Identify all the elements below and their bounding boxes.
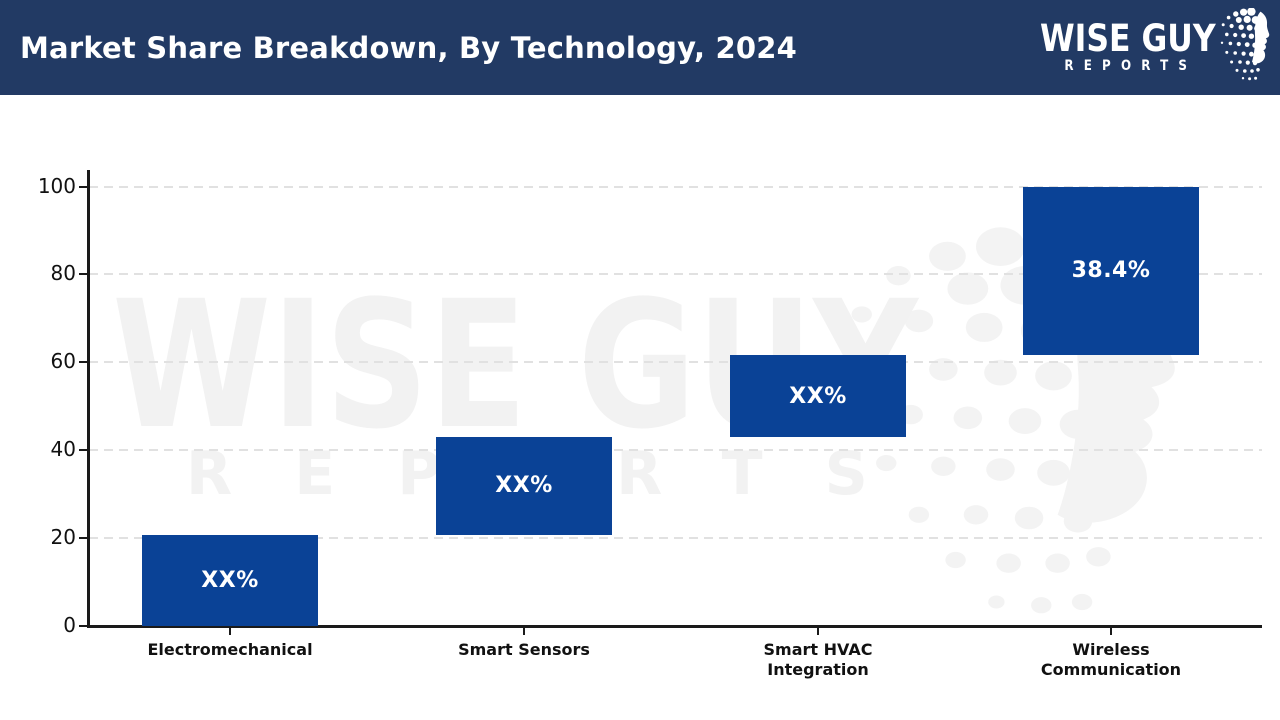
y-gridline: [89, 361, 1262, 364]
x-category-label: Wireless Communication: [1040, 640, 1182, 679]
bar-value-label: XX%: [201, 567, 259, 593]
y-tick-label: 0: [63, 613, 76, 637]
y-gridline: [89, 449, 1262, 452]
x-tick-mark: [523, 626, 525, 635]
y-tick-label: 100: [37, 173, 76, 198]
x-tick-mark: [817, 626, 819, 635]
logo-subtext: REPORTS: [1064, 58, 1198, 75]
brand-logo-text: WISE GUY REPORTS: [1040, 16, 1216, 75]
y-tick-mark: [79, 361, 89, 364]
y-axis-line: [87, 170, 90, 626]
waterfall-bar: XX%: [730, 355, 906, 437]
y-tick-label: 20: [50, 525, 76, 550]
bar-value-label: XX%: [495, 473, 553, 499]
x-axis-line: [87, 625, 1262, 628]
y-tick-mark: [79, 449, 89, 452]
waterfall-bar: XX%: [436, 437, 612, 535]
brand-logo: WISE GUY REPORTS: [1009, 8, 1270, 86]
header: Market Share Breakdown, By Technology, 2…: [0, 0, 1280, 95]
y-tick-mark: [79, 537, 89, 540]
y-tick-label: 80: [50, 261, 76, 286]
bar-value-label: 38.4%: [1071, 258, 1151, 284]
y-tick-mark: [79, 185, 89, 188]
waterfall-bar: XX%: [142, 534, 318, 626]
y-tick-mark: [79, 625, 89, 627]
y-gridline: [89, 537, 1262, 540]
bar-value-label: XX%: [789, 383, 847, 409]
logo-dot-head-icon: [1220, 8, 1270, 81]
waterfall-bar: 38.4%: [1023, 186, 1199, 356]
y-gridline: [89, 185, 1262, 188]
x-tick-mark: [1110, 626, 1112, 635]
x-category-label: Smart Sensors: [458, 640, 590, 659]
x-category-label: Smart HVAC Integration: [763, 640, 873, 679]
x-tick-mark: [229, 626, 231, 635]
chart-title: Market Share Breakdown, By Technology, 2…: [20, 30, 798, 65]
x-category-label: Electromechanical: [147, 640, 313, 659]
y-gridline: [89, 273, 1262, 276]
y-tick-label: 40: [50, 437, 76, 462]
y-tick-mark: [79, 273, 89, 276]
y-tick-label: 60: [50, 349, 76, 374]
logo-wordmark: WISE GUY: [1040, 16, 1216, 60]
